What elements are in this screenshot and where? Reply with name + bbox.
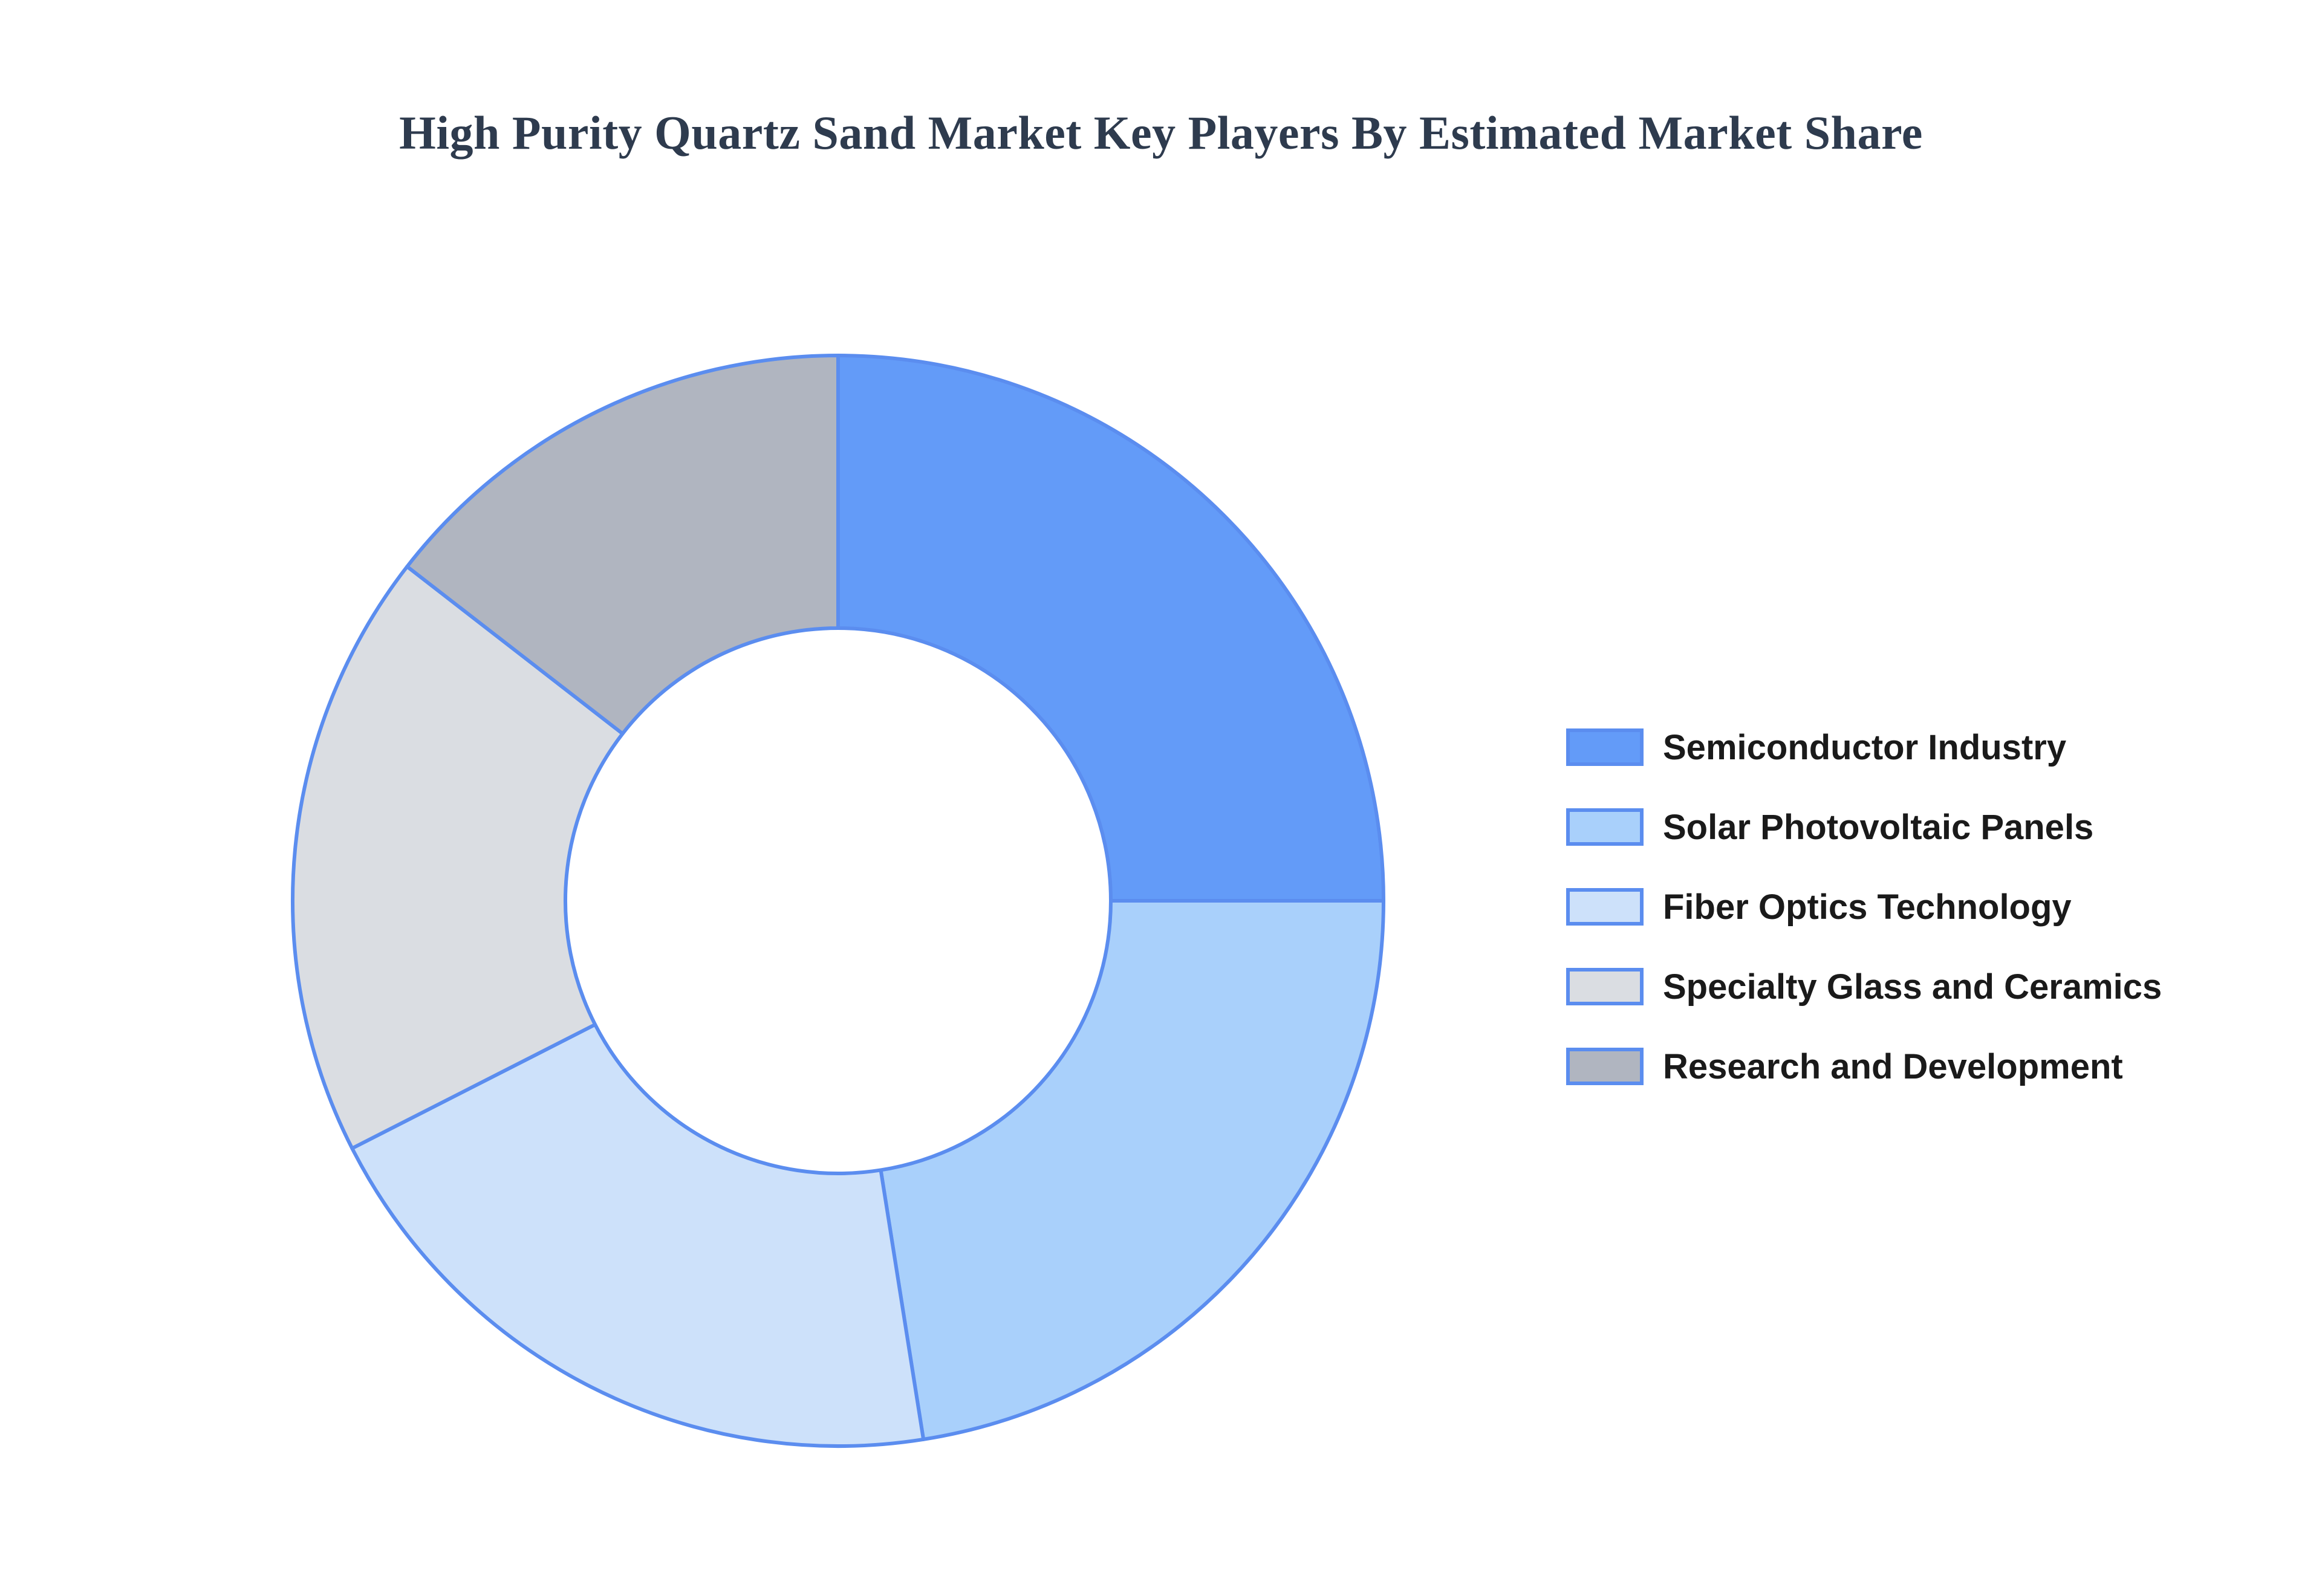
legend-label: Specialty Glass and Ceramics [1663,967,2162,1007]
legend: Semiconductor Industry Solar Photovoltai… [1566,707,2162,1106]
legend-swatch [1566,808,1644,846]
donut-slice-semiconductor-industry[interactable] [836,354,1385,903]
legend-swatch [1566,728,1644,766]
donut-slice-solar-photovoltaic-panels[interactable] [879,899,1385,1441]
legend-label: Fiber Optics Technology [1663,887,2072,927]
donut-slice-specialty-glass-and-ceramics[interactable] [291,565,625,1150]
chart-title: High Purity Quartz Sand Market Key Playe… [399,106,1923,159]
donut-slice-fiber-optics-technology[interactable] [350,1022,926,1448]
legend-swatch [1566,888,1644,926]
legend-item-semiconductor-industry[interactable]: Semiconductor Industry [1566,707,2162,787]
legend-item-research-and-development[interactable]: Research and Development [1566,1027,2162,1106]
legend-item-solar-photovoltaic-panels[interactable]: Solar Photovoltaic Panels [1566,787,2162,867]
legend-label: Semiconductor Industry [1663,727,2067,767]
legend-swatch [1566,968,1644,1005]
legend-item-fiber-optics-technology[interactable]: Fiber Optics Technology [1566,867,2162,947]
donut-slice-research-and-development[interactable] [405,354,840,736]
legend-label: Research and Development [1663,1046,2123,1086]
legend-swatch [1566,1048,1644,1085]
legend-item-specialty-glass-and-ceramics[interactable]: Specialty Glass and Ceramics [1566,947,2162,1027]
legend-label: Solar Photovoltaic Panels [1663,807,2094,847]
